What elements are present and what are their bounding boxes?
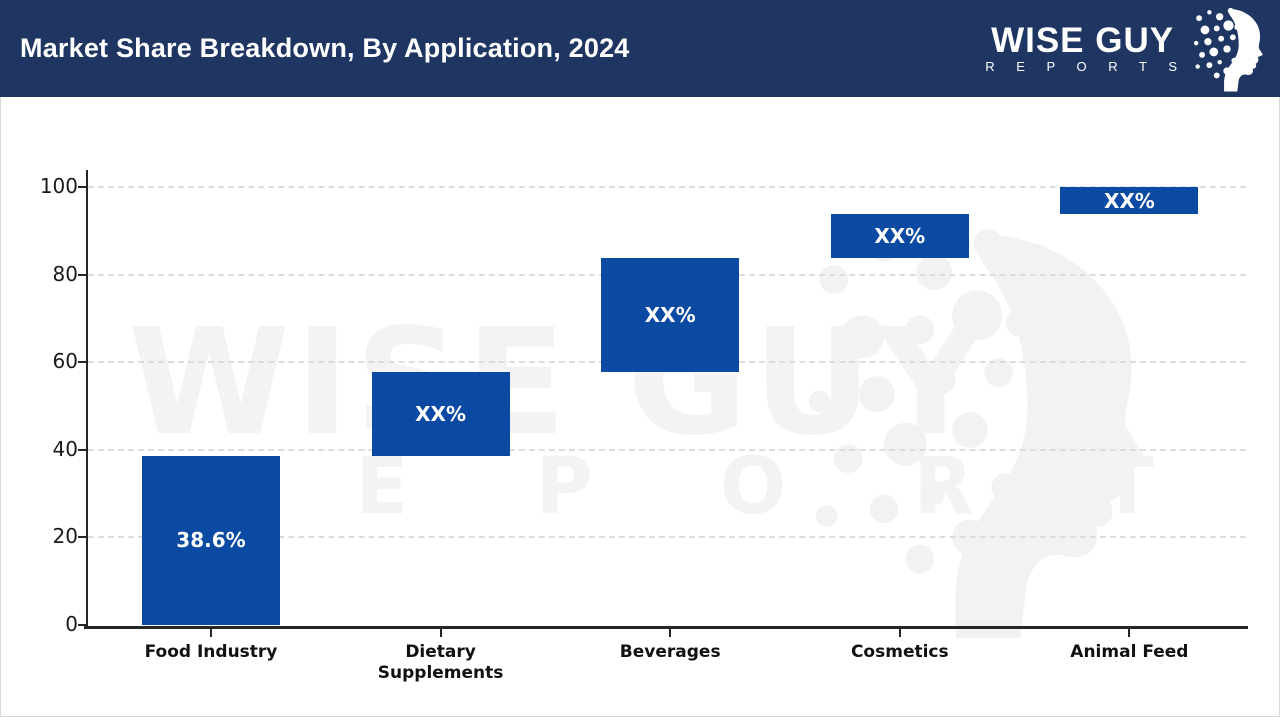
watermark-text: WISE GUY — [128, 297, 989, 468]
x-axis-tick-mark — [1128, 629, 1131, 637]
x-axis-category-label: Cosmetics — [850, 642, 949, 662]
brand-wordmark: WISE GUY R E P O R T S — [979, 20, 1186, 75]
y-axis-tick-mark — [78, 536, 87, 539]
y-gridline — [88, 186, 1246, 188]
x-axis-tick-mark — [210, 629, 212, 637]
bar-value-label: XX% — [874, 224, 926, 249]
bar-value-label: XX% — [1103, 188, 1155, 213]
waterfall-bar: XX% — [830, 214, 969, 258]
waterfall-bar: XX% — [1060, 187, 1199, 215]
watermark-head-icon — [808, 229, 1146, 638]
y-axis-tick-mark — [78, 624, 87, 626]
x-axis-line — [84, 626, 1248, 629]
y-axis-tick-label: 0 — [65, 612, 78, 636]
x-axis-category-label: Dietary Supplements — [377, 642, 504, 683]
y-axis-tick-mark — [78, 448, 87, 451]
x-axis-tick-mark — [898, 629, 901, 637]
y-axis-tick-label: 100 — [39, 174, 78, 198]
x-axis-tick-mark — [439, 629, 442, 637]
waterfall-bar: XX% — [601, 257, 740, 372]
y-axis-tick-mark — [78, 186, 87, 188]
y-gridline — [88, 448, 1246, 451]
frame-left-line — [0, 97, 1, 717]
waterfall-bar: 38.6% — [142, 455, 280, 625]
y-axis-tick-label: 80 — [52, 261, 78, 286]
page-title: Market Share Breakdown, By Application, … — [20, 33, 630, 63]
bar-value-label: 38.6% — [176, 528, 246, 553]
frame-bottom-line — [0, 716, 1280, 717]
x-axis-category-label: Animal Feed — [1070, 642, 1189, 662]
logo-head-icon — [1194, 7, 1263, 92]
brand-name: WISE GUY — [991, 20, 1175, 60]
y-axis-tick-label: 40 — [52, 436, 78, 461]
chart-area: WISE GUY R E P O R T S 0 20 40 60 80 100 38.6%… — [0, 97, 1280, 717]
header: Market Share Breakdown, By Application, … — [0, 0, 1280, 97]
x-axis-category-label: Beverages — [619, 642, 721, 662]
y-axis-tick-mark — [78, 273, 87, 276]
y-axis-tick-label: 20 — [52, 524, 78, 549]
bar-value-label: XX% — [415, 401, 467, 426]
y-axis-tick-mark — [78, 361, 87, 364]
brand-subtitle: R E P O R T S — [985, 58, 1186, 74]
brand-logo: WISE GUY R E P O R T S — [979, 5, 1266, 93]
x-axis-category-label: Food Industry — [144, 642, 278, 662]
y-axis-line — [86, 170, 88, 628]
waterfall-bar: XX% — [371, 371, 510, 456]
bar-value-label: XX% — [644, 302, 696, 327]
y-gridline — [88, 536, 1246, 539]
y-axis-tick-label: 60 — [52, 349, 78, 374]
x-axis-tick-mark — [669, 629, 672, 637]
